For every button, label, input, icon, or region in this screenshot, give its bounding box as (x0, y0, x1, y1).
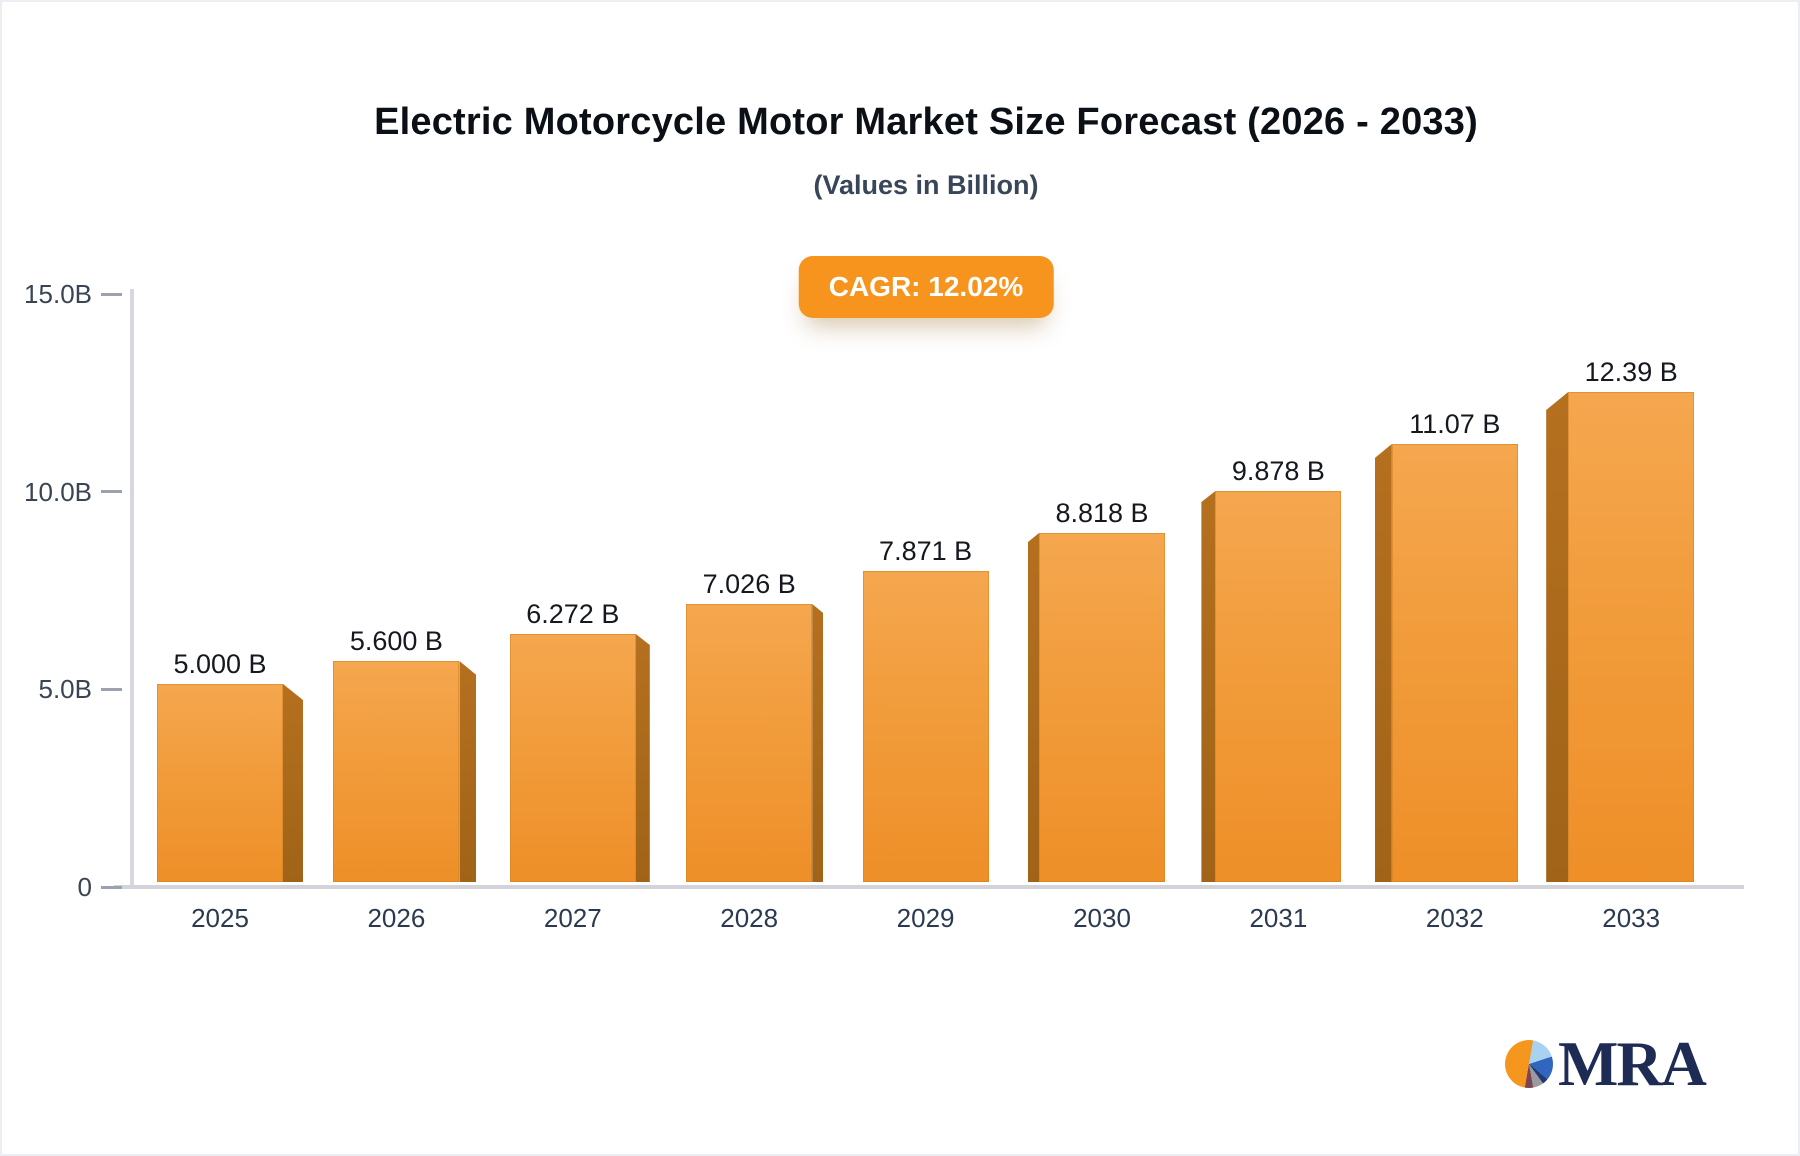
bar-side-3d (283, 684, 303, 882)
bar-value-label: 9.878 B (1231, 456, 1325, 486)
x-tick-label-2032: 2032 (1425, 903, 1484, 933)
bar-2026 (333, 661, 477, 882)
bar-2028 (686, 604, 824, 882)
bar-value-label: 5.000 B (173, 649, 267, 679)
x-tick-label-2033: 2033 (1602, 903, 1661, 933)
bar-2030 (1028, 533, 1165, 882)
bar-side-3d (459, 661, 477, 882)
y-tick-mark (101, 292, 122, 296)
x-axis-line (114, 885, 1744, 889)
bar-value-label: 7.871 B (879, 536, 973, 566)
bar-value-label: 11.07 B (1409, 409, 1501, 439)
bar-side-3d (1028, 533, 1039, 882)
bar-face (1039, 533, 1165, 882)
y-tick-mark (101, 490, 122, 494)
x-tick-label-2025: 2025 (191, 903, 249, 933)
y-tick-label: 5.0B (38, 674, 93, 705)
bar-face (1215, 491, 1342, 882)
bar-2033 (1546, 392, 1695, 882)
mra-logo: MRA (1505, 1028, 1707, 1099)
bar-value-label: 5.600 B (349, 626, 443, 656)
x-tick-label-2027: 2027 (543, 903, 602, 933)
y-tick-label: 0 (77, 872, 92, 902)
y-axis-line (130, 289, 134, 888)
chart-title: Electric Motorcycle Motor Market Size Fo… (374, 101, 1478, 143)
bar-side-3d (635, 634, 650, 882)
bar-face (686, 604, 813, 882)
logo-text: MRA (1558, 1028, 1707, 1099)
y-tick-label: 15.0B (24, 279, 92, 309)
bar-value-label: 8.818 B (1055, 498, 1149, 528)
bar-face (1391, 444, 1518, 882)
bar-face (862, 571, 989, 882)
bar-face (509, 634, 636, 882)
bar-2027 (509, 634, 650, 882)
bar-2029 (862, 571, 989, 882)
bar-side-3d (812, 604, 824, 882)
pie-chart-icon (1505, 1040, 1553, 1088)
bar-side-3d (1546, 392, 1569, 882)
bar-value-label: 7.026 B (702, 569, 796, 599)
bar-value-label: 12.39 B (1584, 357, 1678, 387)
y-tick-label: 10.0B (24, 476, 92, 507)
bar-2025 (157, 684, 303, 882)
x-tick-label-2031: 2031 (1249, 903, 1308, 933)
x-tick-label-2029: 2029 (896, 903, 955, 933)
y-tick-mark (101, 885, 122, 889)
bar-side-3d (1201, 491, 1216, 882)
x-tick-label-2026: 2026 (367, 903, 426, 933)
bar-face (333, 661, 460, 882)
chart-subtitle: (Values in Billion) (813, 170, 1039, 200)
x-tick-label-2028: 2028 (720, 903, 779, 933)
bar-side-3d (1374, 444, 1392, 882)
bar-value-label: 6.272 B (526, 599, 620, 629)
cagr-badge: CAGR: 12.02% (798, 256, 1054, 318)
bar-face (1568, 392, 1695, 882)
bar-2032 (1374, 444, 1518, 882)
bar-face (157, 684, 283, 882)
x-tick-label-2030: 2030 (1073, 903, 1131, 933)
y-tick-mark (101, 687, 122, 691)
bar-2031 (1201, 491, 1342, 882)
